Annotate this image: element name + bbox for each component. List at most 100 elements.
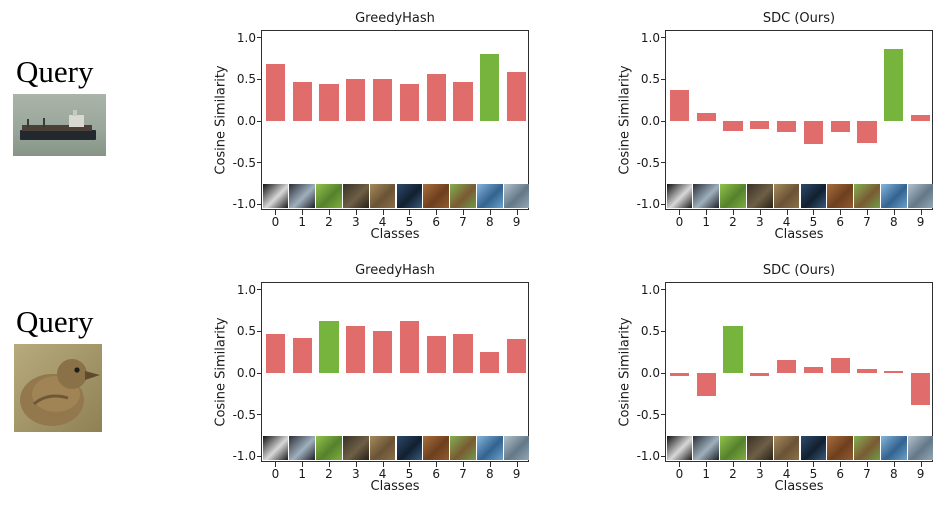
airplane-thumbnail	[262, 184, 289, 208]
x-tick-label: 6	[432, 467, 441, 481]
bird-thumbnail	[316, 436, 342, 460]
y-tick-mark	[661, 372, 666, 374]
chart-title: GreedyHash	[355, 11, 435, 26]
x-tick-mark	[893, 462, 895, 467]
x-tick-label: 4	[782, 215, 791, 229]
x-tick-mark	[382, 462, 384, 467]
x-tick-mark	[382, 210, 384, 215]
x-tick-label: 7	[459, 467, 467, 481]
bar-class-6	[426, 74, 446, 121]
x-tick-label: 0	[675, 467, 684, 481]
bar-class-0	[669, 373, 690, 377]
truck-thumbnail	[907, 184, 934, 208]
bar-class-8	[884, 370, 904, 373]
plot-area: 0 1 2 3 4 5 6 7 8 9 1.0 0.5 0.0 -0.5 -1.0	[637, 282, 934, 481]
x-tick-mark	[516, 462, 518, 467]
bar-class-4	[373, 330, 393, 373]
x-tick-mark	[706, 462, 708, 467]
y-tick-mark	[257, 203, 262, 205]
bird-thumbnail	[720, 184, 746, 208]
query-image-ship	[13, 94, 106, 156]
bar-class-4	[777, 359, 797, 373]
x-tick-label: 7	[459, 215, 467, 229]
airplane-thumbnail	[262, 436, 289, 460]
y-tick-label: 0.5	[640, 72, 660, 87]
x-tick-label: 6	[836, 467, 845, 481]
x-tick-label: 9	[512, 467, 521, 481]
y-tick-label: 1.0	[640, 282, 660, 297]
y-tick-mark	[661, 120, 666, 122]
x-tick-label: 8	[889, 215, 898, 229]
ship-thumbnail	[880, 436, 907, 460]
x-tick-mark	[679, 210, 681, 215]
frog-thumbnail	[423, 184, 450, 208]
x-tick-label: 9	[916, 215, 925, 229]
bar-class-9	[911, 373, 931, 405]
x-tick-mark	[489, 210, 491, 215]
deer-thumbnail	[369, 436, 396, 460]
x-tick-mark	[920, 462, 922, 467]
y-tick-mark	[257, 289, 262, 291]
y-tick-mark	[661, 162, 666, 164]
y-tick-label: 0.0	[640, 366, 660, 380]
bar-class-8	[480, 53, 500, 121]
plot-area: 0 1 2 3 4 5 6 7 8 9 1.0 0.5 0.0 -0.5 -1.0	[233, 30, 530, 229]
x-tick-mark	[463, 210, 464, 215]
y-tick-mark	[257, 78, 262, 80]
x-tick-label: 4	[782, 467, 791, 481]
x-tick-mark	[489, 462, 491, 467]
bird-thumbnail	[720, 436, 746, 460]
y-tick-label: -1.0	[636, 197, 660, 212]
x-tick-label: 6	[836, 215, 845, 229]
y-tick-mark	[257, 162, 262, 164]
bar-class-9	[507, 338, 527, 373]
bar-class-5	[399, 84, 420, 121]
dog-thumbnail	[800, 436, 827, 460]
bar-class-5	[399, 320, 420, 373]
x-tick-label: 1	[702, 467, 711, 481]
bar-class-3	[750, 121, 770, 130]
x-tick-mark	[355, 210, 357, 215]
x-tick-mark	[893, 210, 895, 215]
cat-thumbnail	[342, 436, 369, 460]
x-axis-label: Classes	[774, 227, 824, 242]
bar-class-0	[265, 64, 286, 121]
automobile-thumbnail	[693, 184, 720, 208]
y-tick-label: -1.0	[232, 197, 256, 212]
chart-title: GreedyHash	[355, 263, 435, 278]
bar-class-9	[507, 71, 527, 121]
x-tick-mark	[436, 462, 438, 467]
x-axis-label: Classes	[774, 479, 824, 494]
y-tick-mark	[257, 330, 262, 332]
x-tick-mark	[733, 210, 734, 215]
x-tick-mark	[679, 462, 681, 467]
truck-thumbnail	[503, 436, 530, 460]
query-label-row1: Query	[16, 54, 94, 89]
x-tick-label: 0	[271, 215, 280, 229]
x-tick-mark	[813, 462, 815, 467]
x-tick-mark	[840, 210, 842, 215]
bar-class-2	[723, 121, 743, 131]
x-tick-mark	[813, 210, 815, 215]
x-tick-mark	[516, 210, 518, 215]
x-tick-label: 3	[351, 467, 360, 481]
bird-thumbnail	[316, 184, 342, 208]
horse-thumbnail	[450, 436, 476, 460]
x-tick-mark	[733, 462, 734, 467]
y-tick-label: -1.0	[636, 449, 660, 464]
x-tick-mark	[302, 210, 304, 215]
bar-class-2	[723, 326, 743, 373]
bar-class-4	[777, 121, 797, 132]
airplane-thumbnail	[666, 184, 693, 208]
x-tick-label: 2	[325, 467, 333, 481]
bar-class-1	[696, 112, 716, 121]
x-tick-mark	[706, 210, 708, 215]
query-label-row2: Query	[16, 304, 94, 339]
y-tick-label: 0.0	[236, 114, 256, 128]
y-tick-label: 0.5	[236, 72, 256, 87]
query-image-bird	[14, 344, 102, 432]
x-tick-mark	[920, 210, 922, 215]
ship-thumbnail	[476, 184, 503, 208]
